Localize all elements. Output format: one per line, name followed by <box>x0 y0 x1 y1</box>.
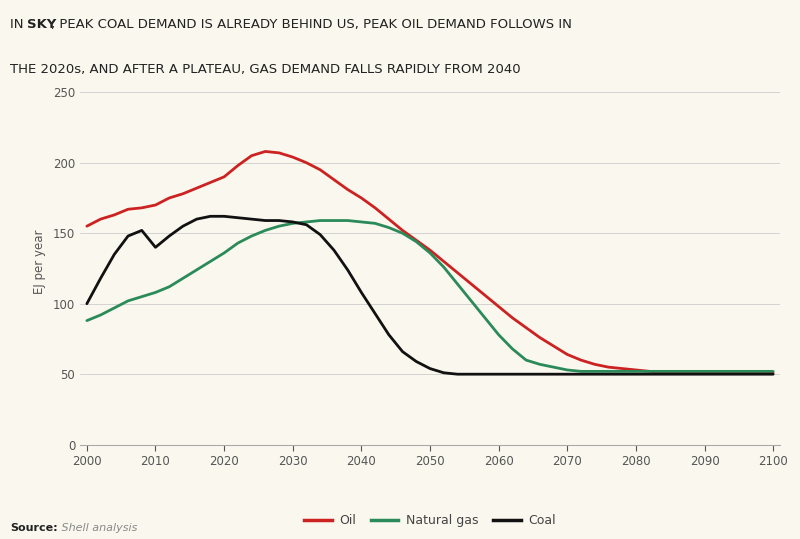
Text: Shell analysis: Shell analysis <box>58 522 137 533</box>
Text: , PEAK COAL DEMAND IS ALREADY BEHIND US, PEAK OIL DEMAND FOLLOWS IN: , PEAK COAL DEMAND IS ALREADY BEHIND US,… <box>51 18 572 31</box>
Text: THE 2020s, AND AFTER A PLATEAU, GAS DEMAND FALLS RAPIDLY FROM 2040: THE 2020s, AND AFTER A PLATEAU, GAS DEMA… <box>10 64 521 77</box>
Text: IN: IN <box>10 18 28 31</box>
Legend: Oil, Natural gas, Coal: Oil, Natural gas, Coal <box>299 509 561 532</box>
Text: SKY: SKY <box>27 18 57 31</box>
Y-axis label: EJ per year: EJ per year <box>33 229 46 294</box>
Text: Source:: Source: <box>10 522 58 533</box>
